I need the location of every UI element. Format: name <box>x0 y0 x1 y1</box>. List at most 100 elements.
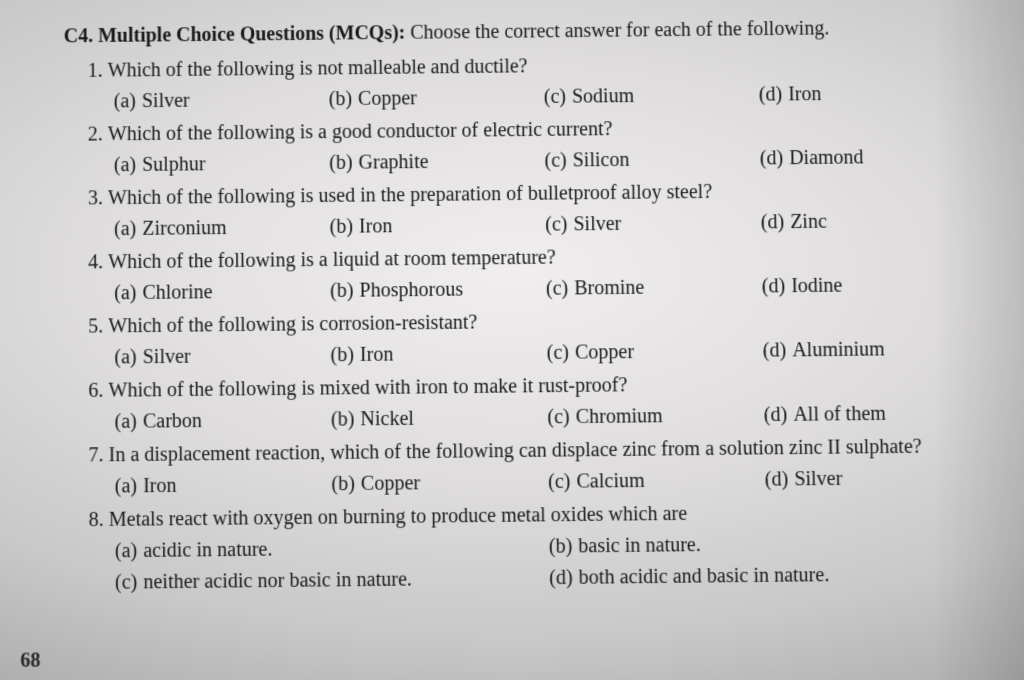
option-label: both acidic and basic in nature. <box>579 560 830 594</box>
option-label: Graphite <box>358 147 428 179</box>
option: (c)Calcium <box>548 464 765 498</box>
option-label: Chlorine <box>142 277 212 309</box>
question-item: Which of the following is a good conduct… <box>108 110 1012 181</box>
question-item: Which of the following is used in the pr… <box>108 174 1013 245</box>
option-label: Iodine <box>791 271 843 303</box>
option-label: Iron <box>360 339 394 371</box>
option-key: (b) <box>329 148 353 179</box>
option: (d)Silver <box>765 462 982 496</box>
option-key: (c) <box>544 82 567 113</box>
option-key: (d) <box>764 400 788 431</box>
option: (c)Chromium <box>547 400 764 434</box>
option-key: (c) <box>547 402 570 433</box>
question-item: Which of the following is not malleable … <box>108 46 1010 117</box>
option: (a) Chlorine <box>114 276 330 309</box>
option-key: (c) <box>115 567 137 599</box>
option-key: (b) <box>549 531 573 563</box>
option-key: (c) <box>546 273 569 304</box>
option: (c)Copper <box>547 336 764 369</box>
option: (b)Iron <box>330 338 546 371</box>
option-key: (b) <box>329 84 352 115</box>
option: (a)Silver <box>114 84 329 117</box>
option-key: (c) <box>545 209 568 240</box>
option-key: (a) <box>114 342 136 373</box>
option: (c)Sodium <box>544 80 759 113</box>
option-key: (a) <box>114 278 136 309</box>
option-label: Iron <box>359 211 393 242</box>
option-key: (b) <box>330 340 354 371</box>
option: (d)All of them <box>764 398 981 432</box>
option-label: Silver <box>143 342 191 374</box>
option: (a) Sulphur <box>114 148 329 181</box>
option-label: Iron <box>143 471 177 503</box>
option-row: (a) acidic in nature. (b)basic in nature.… <box>109 526 1020 598</box>
option-label: Phosphorous <box>359 275 463 307</box>
option-label: Copper <box>361 468 420 500</box>
option-label: Copper <box>575 337 634 369</box>
option-key: (a) <box>115 407 137 438</box>
option-label: Sodium <box>572 81 634 112</box>
option: (d)both acidic and basic in nature. <box>549 558 984 594</box>
option: (b)basic in nature. <box>549 527 983 563</box>
option: (c) neither acidic nor basic in nature. <box>115 563 549 599</box>
option-key: (d) <box>760 143 784 174</box>
option: (d)Zinc <box>761 205 977 238</box>
question-item: Which of the following is mixed with iro… <box>108 366 1016 438</box>
option: (c)Bromine <box>546 271 762 304</box>
option: (b)Phosphorous <box>330 274 546 307</box>
option-label: Diamond <box>789 142 864 174</box>
heading-bold: Multiple Choice Questions (MCQs): <box>98 22 405 47</box>
option-label: Copper <box>358 83 417 114</box>
option-label: Silicon <box>573 145 630 177</box>
option: (a) acidic in nature. <box>115 531 549 567</box>
option: (c)Silver <box>545 207 761 240</box>
option-label: Nickel <box>360 404 414 436</box>
option-key: (a) <box>114 150 136 181</box>
section-id: C4. <box>64 25 93 47</box>
option-label: acidic in nature. <box>143 534 272 567</box>
page-body: C4. Multiple Choice Questions (MCQs): Ch… <box>0 0 1024 680</box>
option-key: (b) <box>331 404 355 435</box>
option-key: (c) <box>544 146 567 177</box>
option-label: Carbon <box>143 406 202 438</box>
option: (a) Iron <box>115 469 332 503</box>
option-key: (a) <box>115 536 137 568</box>
option-key: (c) <box>548 467 571 499</box>
option-label: Sulphur <box>142 149 205 181</box>
option: (b)Graphite <box>329 146 545 179</box>
option-label: Zinc <box>790 207 827 238</box>
option-label: neither acidic nor basic in nature. <box>143 564 412 598</box>
option-label: Silver <box>794 464 843 496</box>
option-key: (b) <box>331 469 355 501</box>
option-label: Calcium <box>576 466 645 498</box>
option-key: (d) <box>549 563 573 595</box>
option: (b) Copper <box>329 82 544 115</box>
option-key: (b) <box>330 212 354 243</box>
section-heading: C4. Multiple Choice Questions (MCQs): Ch… <box>64 14 1009 51</box>
option: (d)Iodine <box>762 269 978 302</box>
option: (a) Carbon <box>115 405 332 439</box>
option: (c) Silicon <box>544 144 760 177</box>
option-key: (a) <box>115 471 137 503</box>
option-label: Bromine <box>574 273 644 305</box>
option: (a) Zirconium <box>114 212 330 245</box>
option: (b)Iron <box>330 210 546 243</box>
option-key: (c) <box>547 338 570 369</box>
option-label: Zirconium <box>142 213 227 245</box>
option-label: All of them <box>793 399 886 431</box>
question-item: In a displacement reaction, which of the… <box>109 431 1018 503</box>
page-number: 68 <box>20 649 40 673</box>
question-item: Which of the following is a liquid at ro… <box>108 238 1014 310</box>
option-label: Aluminium <box>792 334 885 366</box>
option-label: basic in nature. <box>578 530 701 563</box>
option: (b)Nickel <box>331 402 548 436</box>
option-key: (d) <box>759 80 783 111</box>
option: (a) Silver <box>114 340 330 373</box>
option-label: Silver <box>573 209 621 240</box>
option: (b)Copper <box>331 467 548 501</box>
option-label: Silver <box>142 86 190 117</box>
option: (d)Iron <box>759 78 975 111</box>
option-key: (a) <box>114 214 136 245</box>
option: (d)Aluminium <box>763 333 980 366</box>
option-key: (d) <box>762 271 786 302</box>
